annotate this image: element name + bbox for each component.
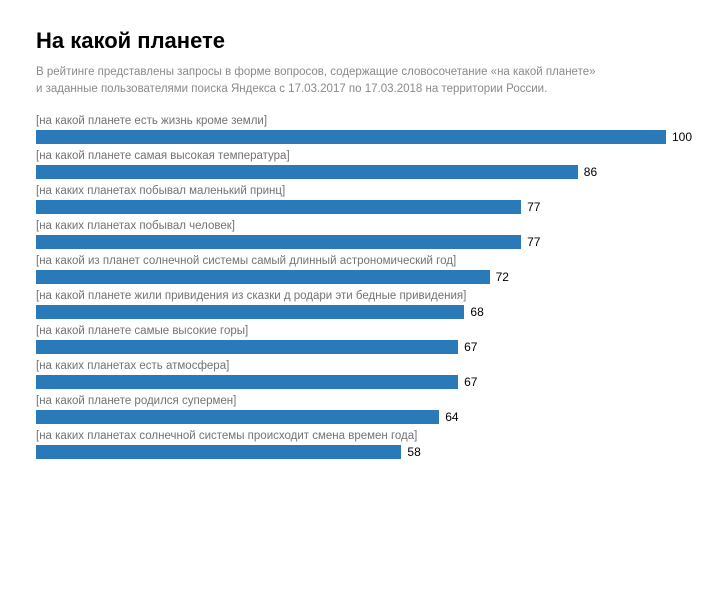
- bar: [36, 165, 578, 179]
- page-title: На какой планете: [36, 28, 692, 54]
- bar: [36, 270, 490, 284]
- bar-value: 67: [464, 375, 477, 389]
- chart-row: [на какой планете есть жизнь кроме земли…: [36, 115, 692, 144]
- bar-value: 67: [464, 340, 477, 354]
- bar: [36, 445, 401, 459]
- chart-row: [на какой из планет солнечной системы са…: [36, 255, 692, 284]
- bar-value: 77: [527, 235, 540, 249]
- bar-wrap: 86: [36, 165, 692, 179]
- bar-label: [на какой планете родился супермен]: [36, 395, 692, 407]
- bar-label: [на каких планетах солнечной системы про…: [36, 430, 692, 442]
- bar-label: [на каких планетах побывал человек]: [36, 220, 692, 232]
- bar: [36, 410, 439, 424]
- bar-label: [на какой из планет солнечной системы са…: [36, 255, 692, 267]
- chart-row: [на каких планетах есть атмосфера] 67: [36, 360, 692, 389]
- chart-row: [на какой планете родился супермен] 64: [36, 395, 692, 424]
- bar-label: [на какой планете самая высокая температ…: [36, 150, 692, 162]
- bar-value: 68: [470, 305, 483, 319]
- bar: [36, 200, 521, 214]
- chart-row: [на какой планете самая высокая температ…: [36, 150, 692, 179]
- bar-value: 86: [584, 165, 597, 179]
- bar-label: [на какой планете жили привидения из ска…: [36, 290, 692, 302]
- bar: [36, 375, 458, 389]
- chart-row: [на каких планетах побывал человек] 77: [36, 220, 692, 249]
- bar-value: 100: [672, 130, 692, 144]
- bar: [36, 235, 521, 249]
- chart-row: [на каких планетах побывал маленький при…: [36, 185, 692, 214]
- bar-chart: [на какой планете есть жизнь кроме земли…: [36, 115, 692, 459]
- bar-wrap: 58: [36, 445, 692, 459]
- bar-wrap: 67: [36, 340, 692, 354]
- page-subtitle: В рейтинге представлены запросы в форме …: [36, 64, 692, 99]
- bar-wrap: 77: [36, 235, 692, 249]
- bar-value: 72: [496, 270, 509, 284]
- bar-wrap: 64: [36, 410, 692, 424]
- chart-row: [на каких планетах солнечной системы про…: [36, 430, 692, 459]
- chart-row: [на какой планете жили привидения из ска…: [36, 290, 692, 319]
- bar-label: [на каких планетах есть атмосфера]: [36, 360, 692, 372]
- bar-wrap: 72: [36, 270, 692, 284]
- bar-wrap: 67: [36, 375, 692, 389]
- bar-wrap: 100: [36, 130, 692, 144]
- bar-value: 64: [445, 410, 458, 424]
- bar: [36, 340, 458, 354]
- subtitle-line: В рейтинге представлены запросы в форме …: [36, 66, 596, 78]
- bar-label: [на какой планете самые высокие горы]: [36, 325, 692, 337]
- bar-value: 77: [527, 200, 540, 214]
- bar: [36, 305, 464, 319]
- bar-value: 58: [407, 445, 420, 459]
- bar-wrap: 68: [36, 305, 692, 319]
- bar-label: [на каких планетах побывал маленький при…: [36, 185, 692, 197]
- bar-wrap: 77: [36, 200, 692, 214]
- bar: [36, 130, 666, 144]
- chart-row: [на какой планете самые высокие горы] 67: [36, 325, 692, 354]
- bar-label: [на какой планете есть жизнь кроме земли…: [36, 115, 692, 127]
- subtitle-line: и заданные пользователями поиска Яндекса…: [36, 83, 547, 95]
